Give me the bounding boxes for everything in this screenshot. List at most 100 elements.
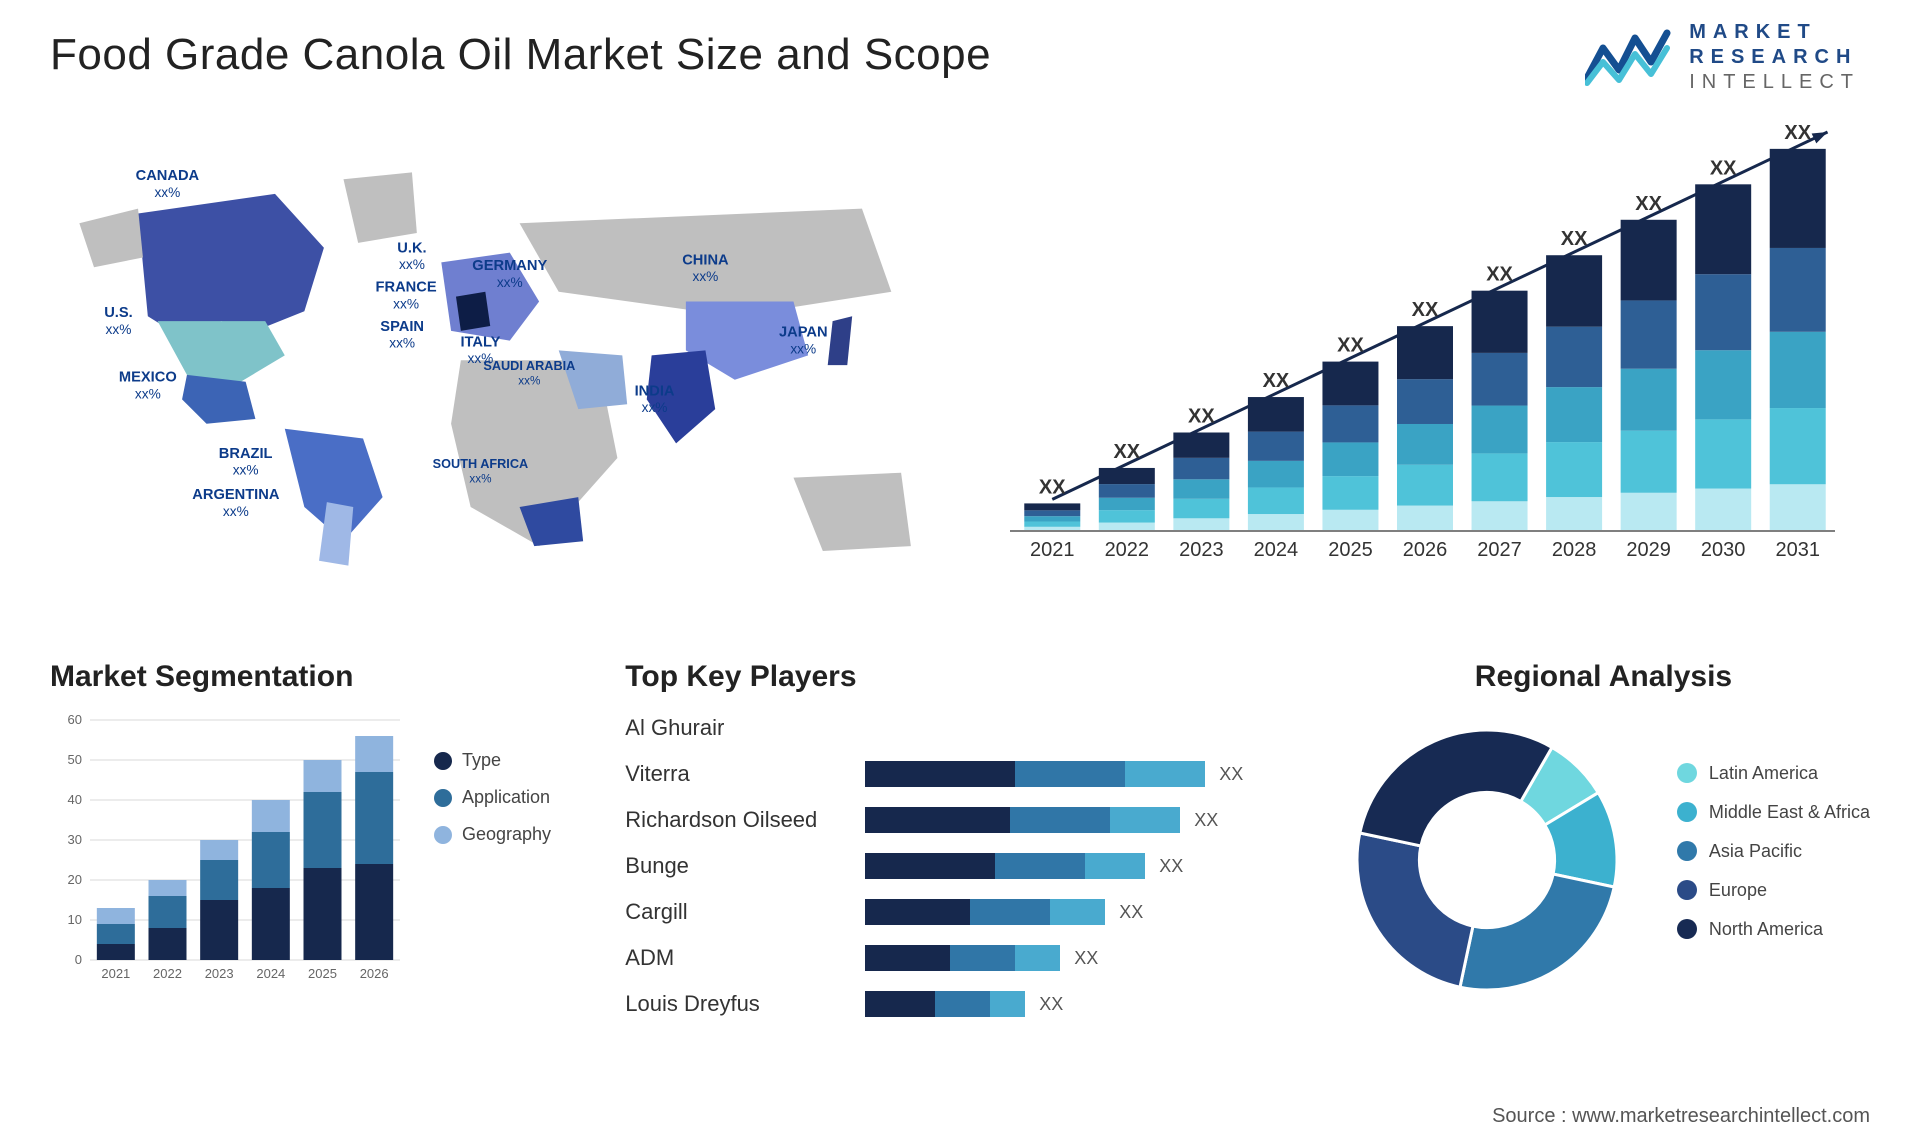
forecast-bar-seg (1621, 493, 1677, 530)
forecast-bar-seg (1546, 327, 1602, 387)
svg-text:xx%: xx% (518, 375, 540, 388)
player-bar-seg (1085, 853, 1145, 879)
forecast-chart: XX2021XX2022XX2023XX2024XX2025XX2026XX20… (990, 110, 1850, 570)
forecast-bar-seg (1546, 442, 1602, 497)
regional-legend: Latin AmericaMiddle East & AfricaAsia Pa… (1677, 763, 1870, 958)
brand-line-3: INTELLECT (1689, 70, 1860, 95)
player-bar-seg (865, 945, 950, 971)
player-name: Viterra (625, 761, 865, 787)
player-bar-seg (1015, 761, 1125, 787)
forecast-bar-label: XX (1113, 441, 1140, 463)
forecast-bar-seg (1621, 431, 1677, 493)
svg-text:SPAIN: SPAIN (380, 319, 424, 335)
player-row: ADMXX (625, 940, 1307, 976)
source-label: Source : www.marketresearchintellect.com (1492, 1105, 1870, 1128)
regional-legend-item: Latin America (1677, 763, 1870, 784)
map-region-FR (456, 292, 490, 331)
legend-swatch (1677, 841, 1697, 861)
seg-legend-item: Geography (434, 824, 551, 845)
player-bar-seg (1125, 761, 1205, 787)
forecast-bar-seg (1322, 405, 1378, 442)
seg-bar-seg (252, 888, 290, 960)
seg-year: 2025 (308, 966, 337, 981)
player-bars (865, 761, 1205, 787)
svg-text:SOUTH AFRICA: SOUTH AFRICA (433, 456, 529, 471)
forecast-year-label: 2022 (1105, 539, 1150, 561)
forecast-chart-panel: XX2021XX2022XX2023XX2024XX2025XX2026XX20… (990, 110, 1870, 630)
regional-legend-item: Middle East & Africa (1677, 802, 1870, 823)
svg-text:CANADA: CANADA (136, 168, 200, 184)
forecast-bar-seg (1248, 461, 1304, 488)
brand-line-1: MARKET (1689, 20, 1860, 45)
forecast-bar-seg (1621, 220, 1677, 301)
svg-text:xx%: xx% (106, 322, 132, 337)
donut-slice (1460, 874, 1614, 990)
svg-text:SAUDI ARABIA: SAUDI ARABIA (483, 358, 575, 373)
forecast-year-label: 2021 (1030, 539, 1075, 561)
players-list: Al GhurairViterraXXRichardson OilseedXXB… (625, 710, 1307, 1022)
svg-text:GERMANY: GERMANY (472, 258, 547, 274)
segmentation-chart: 0102030405060202120222023202420252026 (50, 710, 410, 1000)
forecast-bar-seg (1248, 397, 1304, 432)
forecast-bar-seg (1248, 487, 1304, 514)
svg-text:JAPAN: JAPAN (779, 325, 828, 341)
forecast-bar-seg (1770, 484, 1826, 530)
seg-bar-seg (97, 944, 135, 960)
player-bar-seg (995, 853, 1085, 879)
player-bar-seg (1050, 899, 1105, 925)
players-panel: Top Key Players Al Ghurair Viterra XX Richa… (625, 660, 1307, 1032)
seg-bar-seg (304, 792, 342, 868)
seg-year: 2024 (256, 966, 285, 981)
forecast-bar-seg (1695, 274, 1751, 350)
map-label: U.S.xx% (104, 305, 133, 337)
forecast-bar-seg (1770, 248, 1826, 332)
forecast-bar-label: XX (1561, 228, 1588, 250)
legend-swatch (1677, 919, 1697, 939)
svg-text:xx%: xx% (642, 400, 668, 415)
seg-ytick: 10 (68, 912, 82, 927)
player-bars (865, 899, 1105, 925)
seg-bar-seg (200, 900, 238, 960)
segmentation-legend: TypeApplicationGeography (434, 750, 551, 1000)
forecast-year-label: 2028 (1552, 539, 1597, 561)
forecast-bar-seg (1024, 527, 1080, 530)
player-row: Al Ghurair (625, 710, 1307, 746)
player-bar-seg (865, 899, 970, 925)
seg-bar-seg (355, 772, 393, 864)
map-region-MX (182, 375, 255, 424)
player-row: Louis DreyfusXX (625, 986, 1307, 1022)
seg-bar-seg (355, 736, 393, 772)
svg-text:xx%: xx% (497, 275, 523, 290)
svg-text:FRANCE: FRANCE (376, 280, 437, 296)
seg-year: 2022 (153, 966, 182, 981)
top-row: CANADAxx%U.S.xx%MEXICOxx%BRAZILxx%ARGENT… (50, 110, 1870, 630)
brand-logo: MARKET RESEARCH INTELLECT (1585, 20, 1860, 95)
players-title: Top Key Players (625, 660, 1307, 694)
map-region-JP (828, 316, 852, 365)
forecast-bar-seg (1472, 453, 1528, 501)
player-bar-seg (950, 945, 1015, 971)
forecast-year-label: 2025 (1328, 539, 1373, 561)
forecast-bar-seg (1397, 506, 1453, 530)
seg-bar-seg (355, 864, 393, 960)
seg-year: 2026 (360, 966, 389, 981)
brand-logo-icon (1585, 28, 1675, 88)
map-label: MEXICOxx% (119, 370, 177, 402)
seg-ytick: 30 (68, 832, 82, 847)
map-region-AU (793, 473, 910, 551)
forecast-bar-label: XX (1486, 264, 1513, 286)
player-bar-seg (970, 899, 1050, 925)
page: Food Grade Canola Oil Market Size and Sc… (0, 0, 1920, 1146)
svg-text:CHINA: CHINA (682, 252, 729, 268)
forecast-bar-label: XX (1188, 406, 1215, 428)
player-value: XX (1219, 764, 1243, 785)
seg-year: 2021 (101, 966, 130, 981)
forecast-bar-seg (1173, 479, 1229, 499)
player-bars (865, 853, 1145, 879)
player-row: BungeXX (625, 848, 1307, 884)
seg-bar-seg (149, 928, 187, 960)
forecast-bar-seg (1621, 300, 1677, 368)
player-bar-seg (935, 991, 990, 1017)
legend-label: Europe (1709, 880, 1767, 901)
player-name: Richardson Oilseed (625, 807, 865, 833)
